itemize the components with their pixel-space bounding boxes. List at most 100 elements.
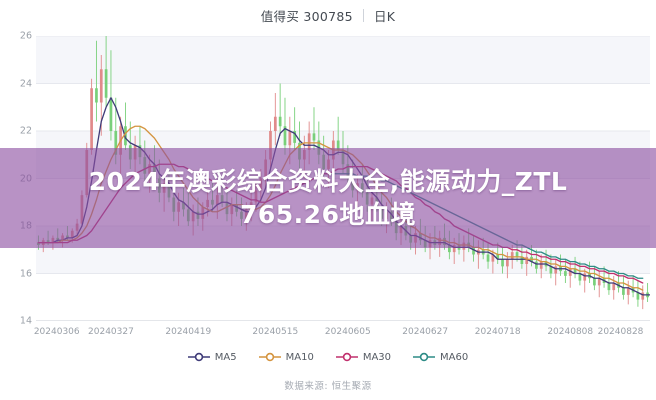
candle-body [622, 287, 625, 295]
candle-body [491, 254, 495, 262]
candle-body [157, 178, 161, 193]
candle-body [438, 237, 442, 245]
candle-body [133, 145, 137, 160]
candle-body [583, 273, 587, 281]
candle-body [641, 292, 645, 300]
y-axis-tick-label: 16 [19, 268, 32, 279]
candle-body [99, 69, 103, 103]
candle-body [360, 183, 364, 193]
candle-body [573, 268, 577, 274]
candle-body [409, 235, 413, 243]
candle-body [612, 283, 616, 291]
candle-body [462, 242, 466, 250]
x-axis-tick-label: 20240808 [547, 327, 594, 337]
candle-body [510, 252, 514, 260]
y-axis-tick-label: 18 [19, 220, 32, 232]
candle-body [80, 195, 84, 224]
candle-body [264, 159, 267, 179]
candle-body [196, 211, 200, 219]
candle-body [336, 140, 340, 150]
candle-body [104, 69, 108, 98]
legend-item-ma5[interactable]: MA5 [187, 351, 237, 363]
x-axis-tick-label: 20240419 [165, 327, 212, 337]
y-axis-labels: 14 16 18 20 22 24 26 [0, 30, 36, 330]
candle-body [351, 178, 355, 191]
candle-body [486, 254, 490, 262]
candle-body [90, 88, 93, 150]
legend-label: MA60 [440, 351, 469, 363]
candle-body [143, 157, 147, 174]
candle-body [269, 131, 272, 160]
candle-body [191, 211, 195, 222]
x-axis-tick-label: 20240605 [324, 327, 371, 337]
legend-label: MA5 [214, 351, 237, 363]
plot-band [36, 36, 650, 84]
legend-label: MA30 [362, 351, 392, 363]
plot-canvas[interactable] [36, 35, 654, 325]
candle-body [370, 197, 374, 205]
legend-marker-icon [413, 352, 436, 362]
x-axis-tick-label: 20240718 [474, 327, 521, 337]
candle-body [124, 126, 127, 146]
candle-body [578, 273, 582, 281]
candle-body [607, 283, 611, 291]
candle-body [554, 266, 558, 274]
candle-body [240, 211, 243, 219]
candle-body [448, 245, 451, 253]
vertical-divider-icon [362, 8, 364, 22]
y-axis-tick-label: 24 [19, 78, 32, 89]
candle-body [593, 278, 596, 286]
candle-body [414, 233, 417, 243]
y-axis-tick-label: 26 [19, 30, 32, 42]
candle-body [496, 254, 500, 260]
candle-body [85, 150, 89, 196]
candle-body [215, 195, 219, 205]
legend-label: MA10 [285, 351, 314, 363]
candle-body [501, 259, 504, 267]
legend-item-ma10[interactable]: MA10 [258, 351, 314, 363]
candle-body [201, 207, 205, 219]
y-axis-tick-label: 20 [19, 173, 32, 184]
candle-body [259, 178, 263, 191]
candle-body [288, 131, 292, 146]
candle-body [186, 209, 190, 222]
candle-body [356, 183, 359, 191]
candle-body [452, 245, 456, 253]
legend-marker-icon [335, 352, 358, 362]
x-axis-tick-label: 20240327 [88, 327, 134, 337]
candle-body [273, 116, 277, 131]
candle-body [220, 195, 224, 203]
candle-body [95, 88, 98, 103]
candle-body [380, 207, 384, 219]
x-axis-tick-label: 20240306 [33, 327, 80, 337]
candle-body [177, 202, 180, 212]
candle-body [365, 192, 369, 205]
candle-body [549, 266, 553, 274]
x-axis-tick-label: 20240515 [252, 327, 299, 337]
legend-marker-icon [258, 352, 281, 362]
legend-item-ma60[interactable]: MA60 [413, 351, 468, 363]
period-label[interactable]: 日K [373, 8, 396, 24]
candle-body [312, 133, 316, 141]
candle-body [564, 271, 567, 276]
x-axis-tick-label: 20240828 [597, 327, 644, 337]
candle-body [302, 150, 306, 160]
y-axis-tick-label: 22 [19, 125, 32, 137]
candle-body [307, 133, 311, 150]
plot-band [36, 226, 650, 274]
candle-body [322, 154, 326, 169]
legend-item-ma30[interactable]: MA30 [335, 351, 392, 363]
stock-name-and-code: 值得买 300785 [260, 8, 353, 24]
candle-body [283, 126, 287, 146]
candlestick-svg [36, 35, 654, 325]
candle-body [515, 252, 519, 257]
candle-body [172, 197, 176, 212]
x-axis-labels: 20240306 20240327 20240419 20240515 20240605… [0, 321, 656, 343]
candle-body [211, 199, 214, 205]
candle-body [597, 278, 601, 286]
candle-body [626, 287, 630, 295]
chart-area[interactable]: 14 16 18 20 22 24 26 20240306 20240327 20240419 2… [0, 30, 656, 337]
chart-header: 值得买 300785 日K [0, 0, 656, 30]
data-source-note: 数据来源: 恒生聚源 [284, 381, 372, 392]
